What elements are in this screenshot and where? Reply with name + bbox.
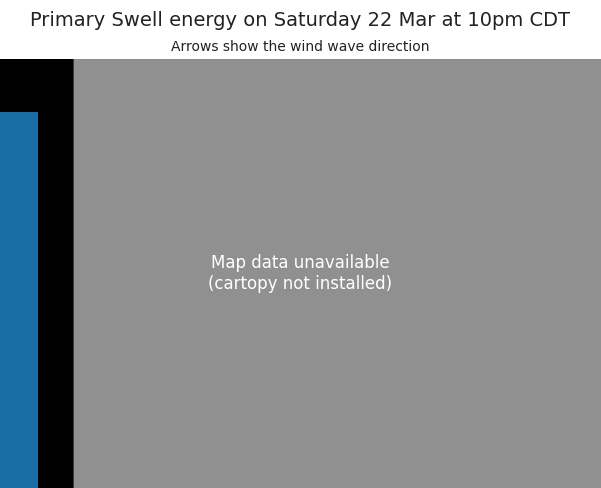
Text: Arrows show the wind wave direction: Arrows show the wind wave direction	[171, 40, 430, 54]
Text: Map data unavailable
(cartopy not installed): Map data unavailable (cartopy not instal…	[209, 254, 392, 293]
Bar	[0, 112, 37, 488]
Text: Primary Swell energy on Saturday 22 Mar at 10pm CDT: Primary Swell energy on Saturday 22 Mar …	[31, 11, 570, 30]
FancyBboxPatch shape	[73, 0, 601, 488]
